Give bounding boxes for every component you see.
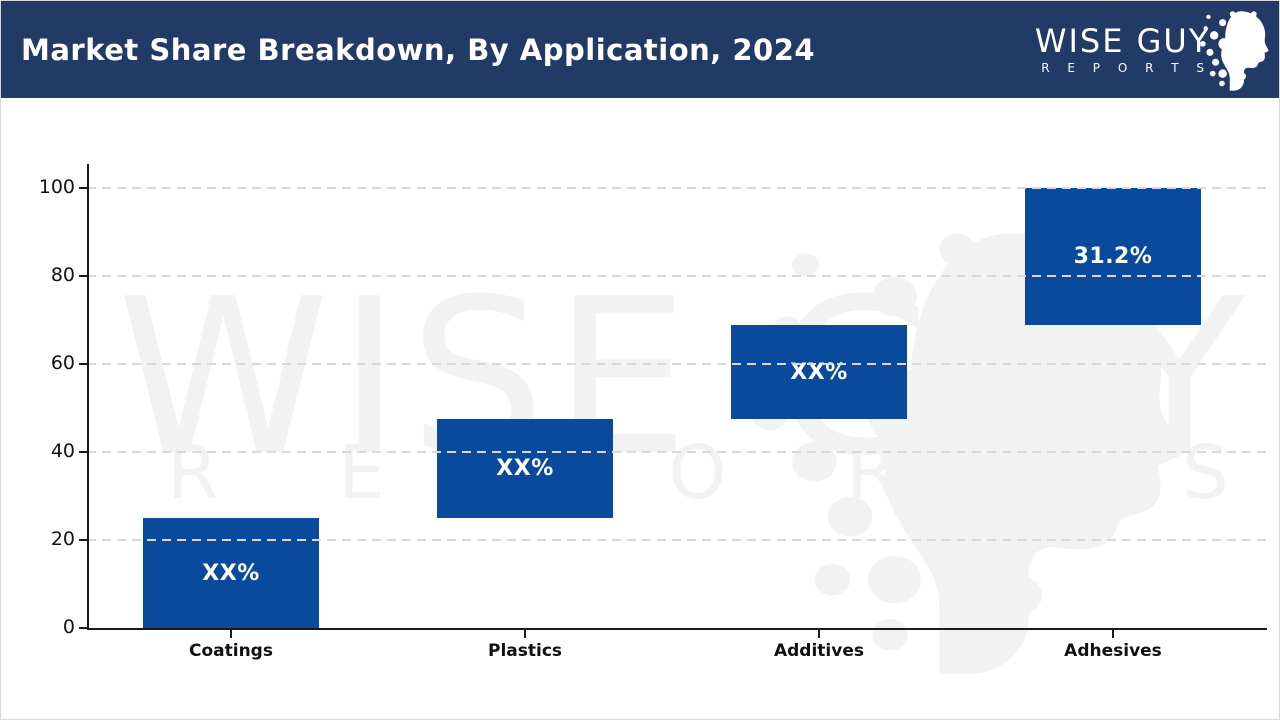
header: Market Share Breakdown, By Application, … [1, 1, 1279, 98]
bar-coatings: XX% [143, 518, 319, 628]
x-tick-1 [524, 630, 526, 638]
bar-value-label: 31.2% [1073, 244, 1153, 270]
gridline-20 [87, 539, 1267, 541]
y-tick-60 [79, 363, 87, 365]
gridline-60 [87, 363, 1267, 365]
gridline-80 [87, 275, 1267, 277]
bar-value-label: XX% [202, 560, 260, 586]
bar-additives: XX% [731, 325, 907, 419]
y-tick-label: 0 [62, 616, 75, 638]
y-axis [87, 164, 89, 630]
y-tick-100 [79, 187, 87, 189]
gridline-100 [87, 187, 1267, 189]
y-tick-80 [79, 275, 87, 277]
category-label-additives: Additives [773, 641, 864, 661]
gridline-40 [87, 451, 1267, 453]
category-label-adhesives: Adhesives [1064, 641, 1162, 661]
x-tick-2 [818, 630, 820, 638]
y-tick-label: 80 [50, 264, 75, 286]
brand-logo: WISE GUY R E P O R T S [1034, 7, 1271, 92]
x-tick-0 [230, 630, 232, 638]
x-axis [87, 628, 1267, 630]
y-tick-20 [79, 539, 87, 541]
y-tick-label: 20 [50, 528, 75, 550]
y-tick-0 [79, 627, 87, 629]
logo-reports-label: R E P O R T S [1041, 60, 1211, 75]
bar-plastics: XX% [437, 419, 613, 518]
category-label-plastics: Plastics [487, 641, 563, 661]
y-tick-label: 100 [38, 176, 75, 198]
logo-face-icon [1200, 11, 1269, 91]
x-tick-3 [1112, 630, 1114, 638]
chart-area: WISE GUY R E P O R T S 0 20 40 60 80 100 XX% Co… [1, 98, 1279, 719]
logo-wordmark: WISE GUY [1034, 22, 1211, 61]
bar-adhesives: 31.2% [1025, 188, 1201, 326]
plot: 0 20 40 60 80 100 XX% Coatings XX% Plastics XX% Add… [1, 98, 1279, 719]
page-title: Market Share Breakdown, By Application, … [21, 32, 816, 67]
bar-value-label: XX% [496, 456, 554, 481]
y-tick-40 [79, 451, 87, 453]
category-label-coatings: Coatings [189, 641, 273, 661]
y-tick-label: 40 [50, 440, 75, 462]
y-tick-label: 60 [50, 352, 75, 374]
